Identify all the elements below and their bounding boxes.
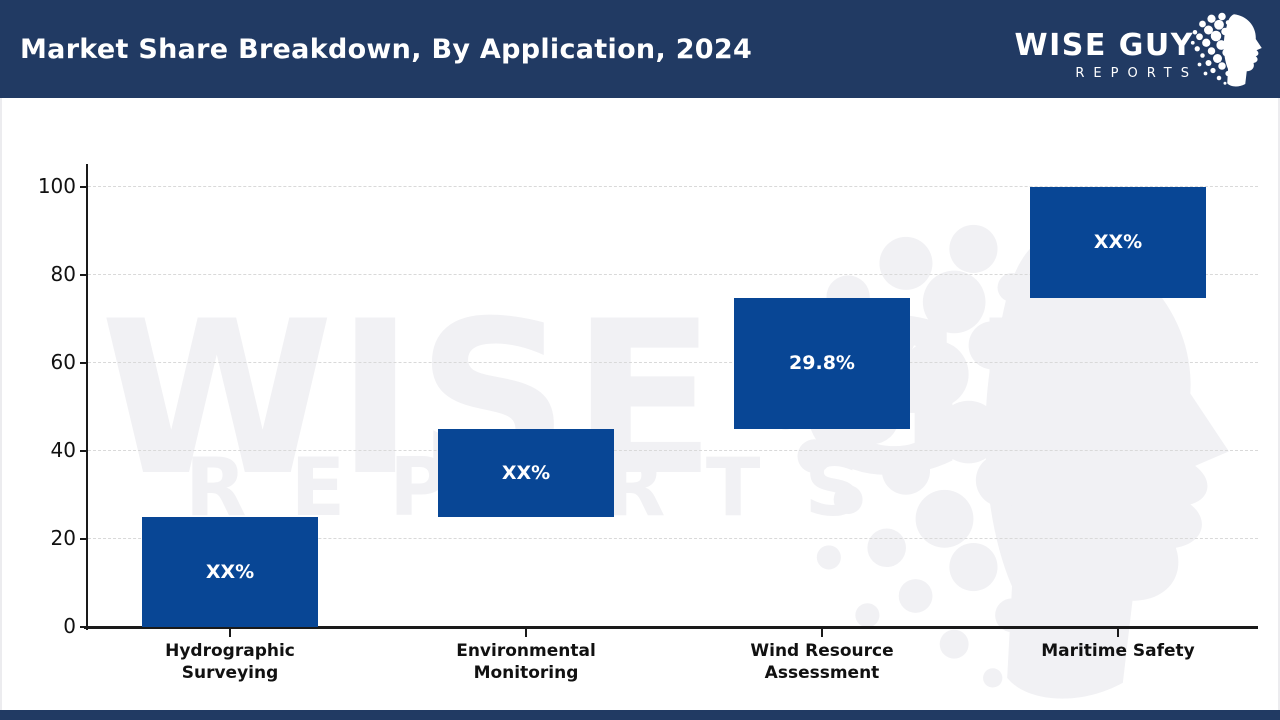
- y-axis-tick-mark: [80, 274, 88, 276]
- x-axis-category-label: Environmental Monitoring: [456, 641, 596, 684]
- x-axis-category-label: Maritime Safety: [1041, 641, 1195, 661]
- footer-bar: [0, 710, 1280, 720]
- bar-environmental-monitoring: XX%: [438, 429, 614, 517]
- gridline: [88, 186, 1258, 187]
- y-axis-line: [86, 164, 88, 630]
- bar-wind-resource-assessment: 29.8%: [734, 297, 910, 429]
- x-axis-category-label: Hydrographic Surveying: [165, 641, 295, 684]
- right-edge-line: [1278, 98, 1280, 712]
- gridline: [88, 274, 1258, 275]
- y-axis-tick-label: 0: [63, 614, 76, 638]
- y-axis-tick-label: 40: [50, 438, 76, 462]
- y-axis-tick-label: 60: [50, 350, 76, 374]
- y-axis-tick-mark: [80, 538, 88, 540]
- gridline: [88, 538, 1258, 539]
- x-axis-category-label: Wind Resource Assessment: [750, 641, 894, 684]
- page-title: Market Share Breakdown, By Application, …: [20, 34, 753, 65]
- wise-guy-logo: WISE GUY REPORTS: [1014, 4, 1272, 96]
- x-axis-tick-mark: [821, 629, 823, 637]
- data-label-hydrographic-surveying: XX%: [205, 561, 255, 583]
- gridline: [88, 450, 1258, 451]
- data-label-wind-resource-assessment: 29.8%: [789, 352, 855, 375]
- data-label-maritime-safety: XX%: [1093, 231, 1143, 254]
- x-axis-tick-mark: [1117, 629, 1119, 637]
- logo-wordmark: WISE GUY: [1014, 28, 1194, 63]
- header: Market Share Breakdown, By Application, …: [0, 0, 1280, 98]
- left-edge-line: [0, 98, 2, 712]
- x-axis-tick-mark: [229, 629, 231, 637]
- y-axis-tick-mark: [80, 186, 88, 188]
- y-axis-tick-mark: [80, 362, 88, 364]
- y-axis-tick-label: 100: [37, 174, 76, 198]
- y-axis-tick-label: 80: [50, 262, 76, 286]
- bar-hydrographic-surveying: XX%: [142, 517, 318, 627]
- y-axis-tick-mark: [80, 450, 88, 452]
- gridline: [88, 362, 1258, 363]
- logo-subtext: REPORTS: [1075, 66, 1198, 81]
- bar-maritime-safety: XX%: [1030, 187, 1206, 298]
- x-axis-line: [84, 626, 1258, 629]
- x-axis-tick-mark: [525, 629, 527, 637]
- y-axis-tick-label: 20: [50, 526, 76, 550]
- data-label-environmental-monitoring: XX%: [501, 462, 551, 484]
